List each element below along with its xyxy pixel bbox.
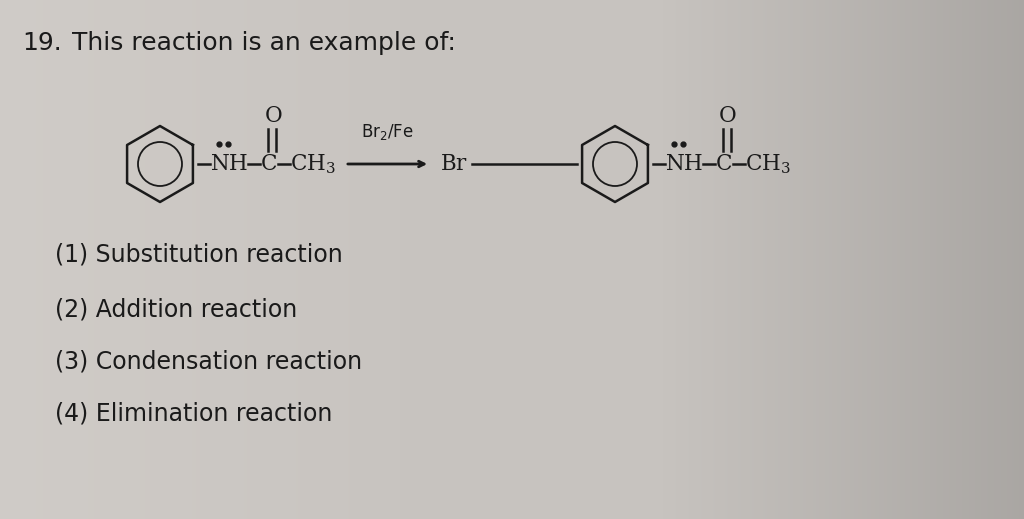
- Text: (1) Substitution reaction: (1) Substitution reaction: [55, 242, 343, 266]
- Text: (3) Condensation reaction: (3) Condensation reaction: [55, 349, 362, 373]
- Text: $\mathregular{O}$: $\mathregular{O}$: [719, 105, 737, 127]
- Text: $\mathregular{NH}$: $\mathregular{NH}$: [210, 153, 248, 175]
- Text: (2) Addition reaction: (2) Addition reaction: [55, 297, 297, 321]
- Text: $\mathregular{O}$: $\mathregular{O}$: [263, 105, 282, 127]
- Text: 19.: 19.: [22, 31, 61, 55]
- Text: $\mathregular{Br}$: $\mathregular{Br}$: [440, 153, 468, 175]
- Text: $\mathregular{NH}$: $\mathregular{NH}$: [665, 153, 703, 175]
- Text: $\mathregular{CH_3}$: $\mathregular{CH_3}$: [290, 152, 336, 176]
- Text: This reaction is an example of:: This reaction is an example of:: [72, 31, 456, 55]
- Text: $\mathregular{C}$: $\mathregular{C}$: [715, 153, 732, 175]
- Text: $\mathregular{C}$: $\mathregular{C}$: [260, 153, 278, 175]
- Text: $\mathregular{CH_3}$: $\mathregular{CH_3}$: [745, 152, 791, 176]
- Text: (4) Elimination reaction: (4) Elimination reaction: [55, 402, 333, 426]
- Text: $\mathregular{Br_2/Fe}$: $\mathregular{Br_2/Fe}$: [361, 122, 414, 142]
